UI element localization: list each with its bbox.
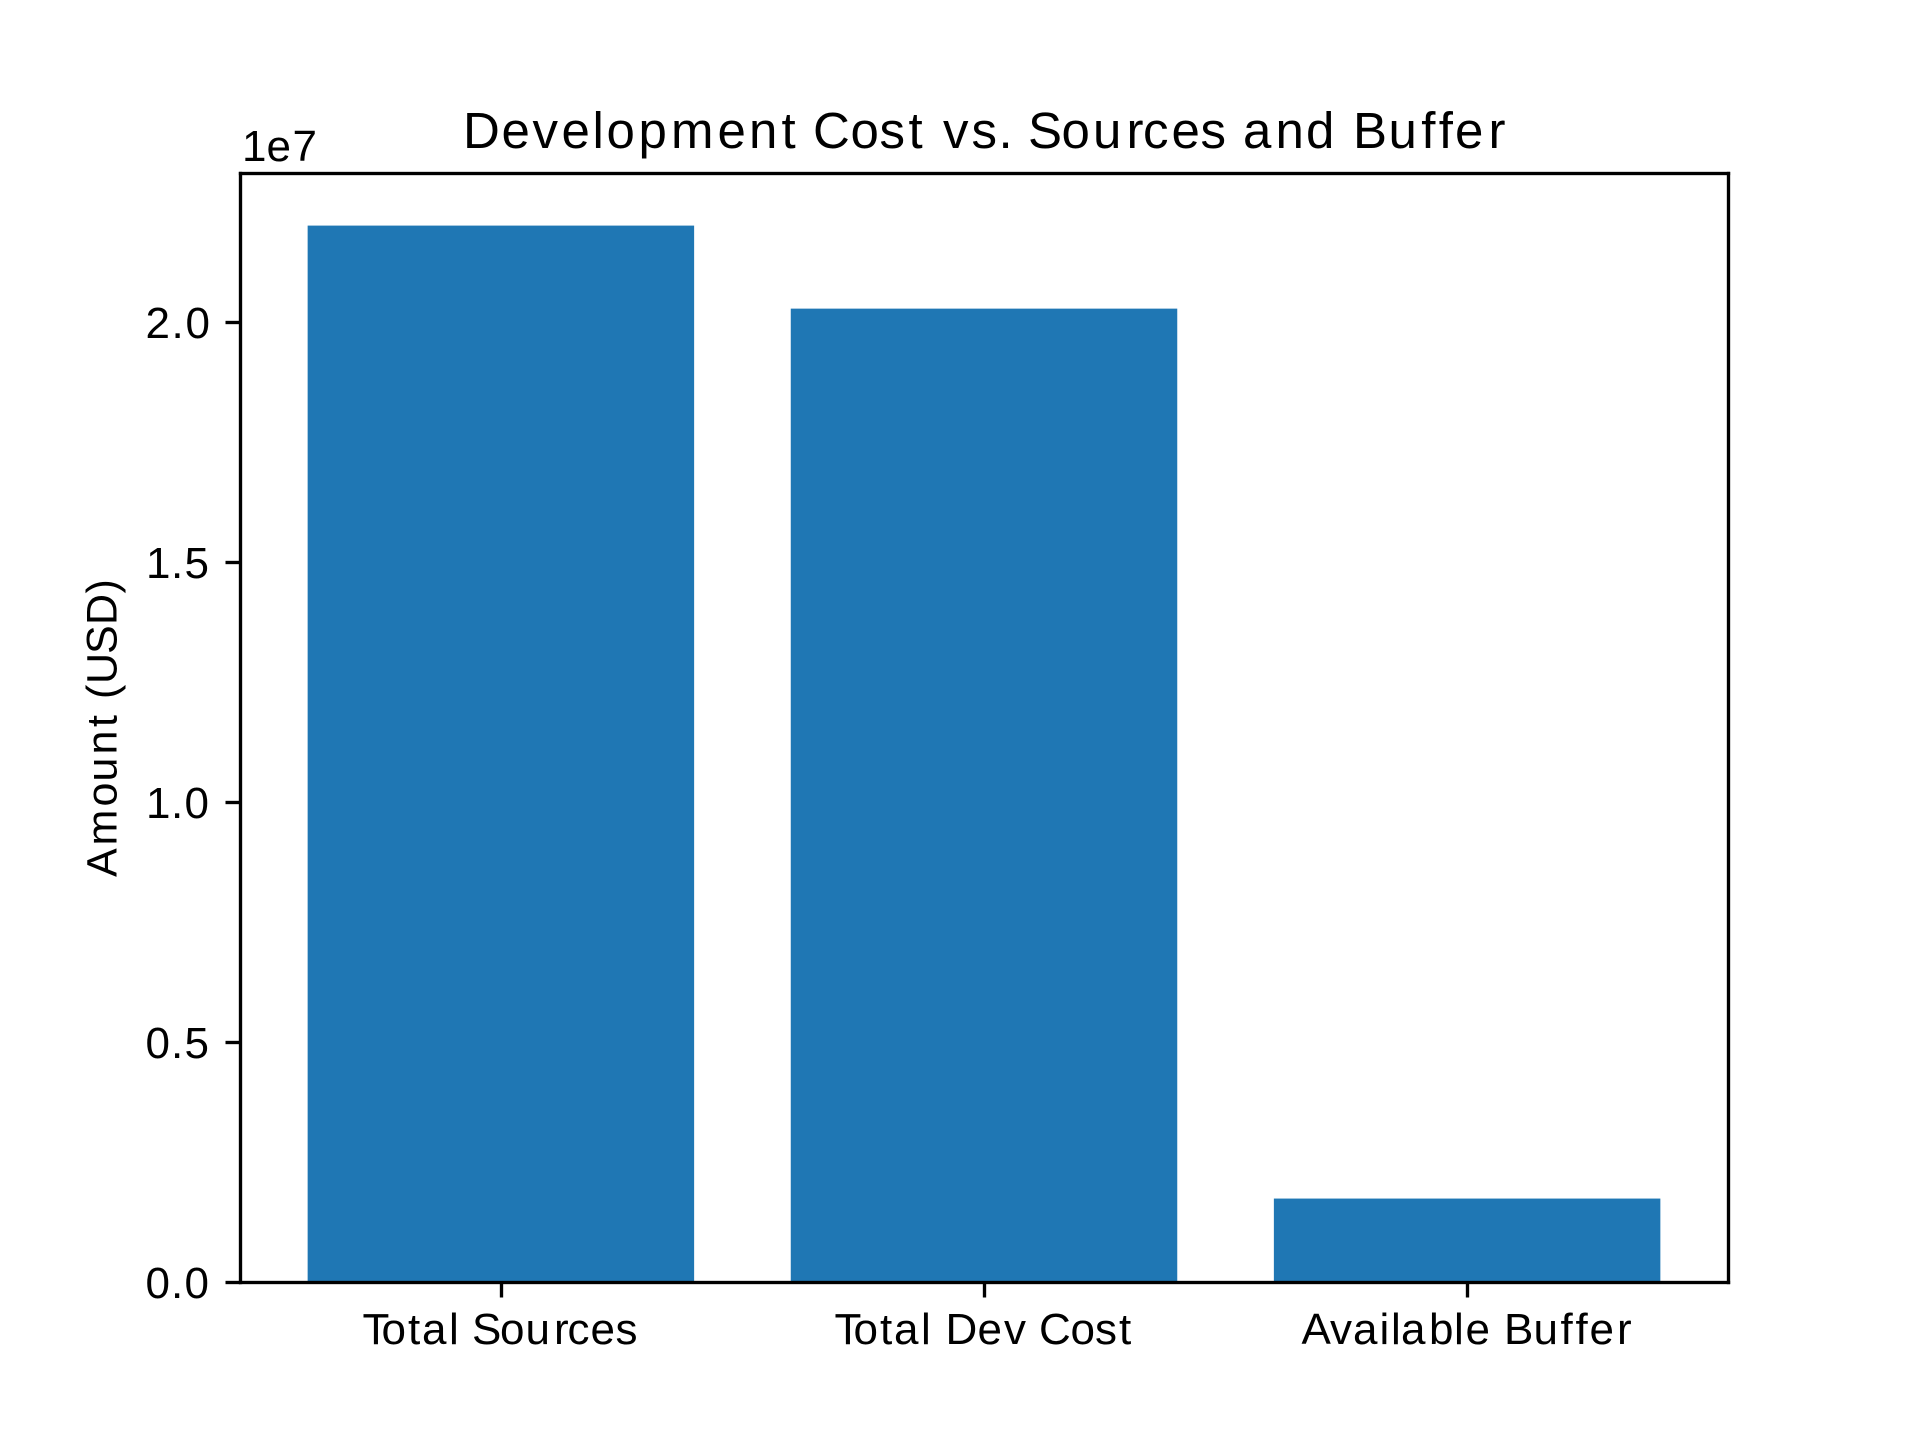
svg-text:1e7: 1e7 xyxy=(242,122,317,171)
svg-text:vs.: vs. xyxy=(943,102,1013,159)
svg-text:0.0: 0.0 xyxy=(146,1259,209,1308)
svg-text:1.5: 1.5 xyxy=(146,539,209,588)
svg-text:Cost: Cost xyxy=(813,102,923,159)
svg-text:Total: Total xyxy=(835,1305,931,1354)
svg-text:and: and xyxy=(1243,102,1334,159)
svg-text:Buffer: Buffer xyxy=(1353,102,1506,159)
svg-text:2.0: 2.0 xyxy=(146,299,210,348)
svg-text:Cost: Cost xyxy=(1039,1305,1131,1354)
svg-text:Available: Available xyxy=(1302,1305,1490,1354)
svg-text:1.0: 1.0 xyxy=(146,779,209,828)
svg-text:Total: Total xyxy=(363,1305,459,1354)
svg-text:(USD): (USD) xyxy=(79,579,127,699)
svg-text:0.5: 0.5 xyxy=(146,1019,209,1068)
svg-text:Amount: Amount xyxy=(79,715,127,877)
svg-text:Buffer: Buffer xyxy=(1504,1305,1632,1354)
svg-text:Sources: Sources xyxy=(472,1305,638,1354)
svg-text:Dev: Dev xyxy=(946,1305,1027,1354)
svg-text:Sources: Sources xyxy=(1028,102,1226,159)
svg-text:Development: Development xyxy=(463,102,796,159)
